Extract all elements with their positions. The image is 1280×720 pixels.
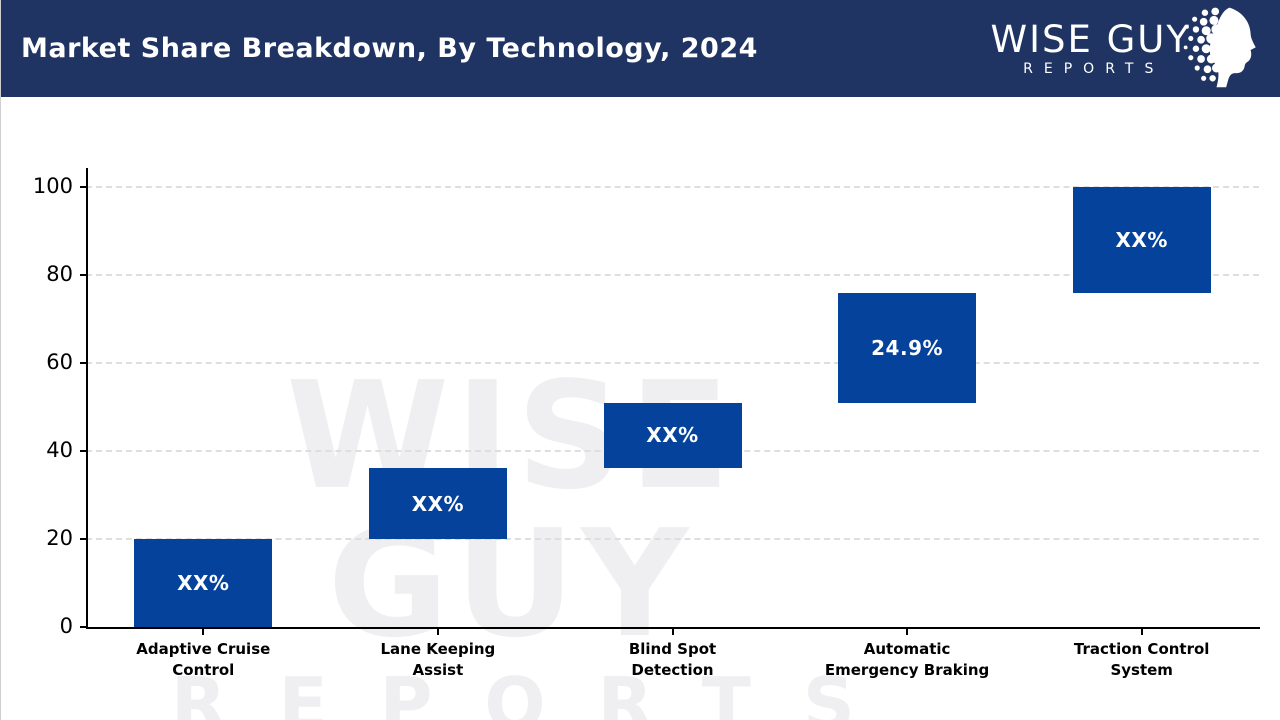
wise-guy-logo: WISE GUY REPORTS [991, 0, 1263, 97]
y-tick-mark-100 [80, 186, 87, 188]
y-tick-mark-40 [80, 450, 87, 452]
gridline-y60 [86, 362, 1259, 364]
logo-text: WISE GUY REPORTS [991, 21, 1191, 76]
x-category-label-1: Adaptive Cruise Control [136, 640, 271, 679]
y-tick-label-80: 80 [46, 262, 73, 286]
bar-value-label: XX% [1115, 228, 1168, 253]
x-category-label-5: Traction Control System [1073, 640, 1210, 679]
y-tick-mark-60 [80, 362, 87, 364]
chart-area: WISE GUY REPORTS XX% XX% XX% 24.9% XX% 0 20 40… [1, 97, 1280, 720]
y-tick-mark-80 [80, 274, 87, 276]
head-profile-icon [1183, 7, 1256, 87]
x-axis [86, 627, 1260, 629]
y-tick-label-60: 60 [46, 350, 73, 374]
plot-area: XX% XX% XX% 24.9% XX% [86, 186, 1259, 627]
gridline-y80 [86, 274, 1259, 276]
x-category-label-2: Lane Keeping Assist [380, 640, 496, 679]
gridline-y20 [86, 538, 1259, 540]
header-bar: Market Share Breakdown, By Technology, 2… [1, 0, 1280, 97]
y-tick-label-0: 0 [59, 614, 73, 638]
bar-value-label: XX% [411, 491, 465, 516]
y-tick-mark-0 [80, 626, 87, 628]
logo-subtitle: REPORTS [1023, 61, 1165, 77]
page-title: Market Share Breakdown, By Technology, 2… [21, 33, 758, 64]
x-tick-mark-1 [202, 629, 205, 635]
bar-value-label: XX% [177, 571, 230, 595]
y-tick-label-100: 100 [32, 174, 73, 198]
x-category-label-3: Blind Spot Detection [628, 640, 717, 679]
x-tick-mark-4 [906, 629, 909, 635]
bar-2: XX% [368, 468, 507, 539]
x-tick-mark-5 [1140, 629, 1143, 635]
logo-wordmark: WISE GUY [990, 18, 1191, 61]
bar-5: XX% [1072, 187, 1211, 294]
y-tick-label-20: 20 [46, 526, 73, 550]
y-tick-mark-20 [80, 538, 87, 540]
gridline-y100 [86, 186, 1259, 188]
x-tick-mark-2 [436, 629, 439, 635]
bar-4: 24.9% [838, 293, 977, 403]
bar-1: XX% [134, 539, 273, 627]
y-axis [86, 168, 88, 629]
bar-3: XX% [603, 402, 742, 469]
x-category-label-4: Automatic Emergency Braking [824, 640, 990, 679]
x-tick-mark-3 [671, 629, 674, 635]
bar-value-label: XX% [646, 423, 699, 448]
y-tick-label-40: 40 [46, 438, 73, 462]
bar-value-label: 24.9% [871, 335, 944, 360]
